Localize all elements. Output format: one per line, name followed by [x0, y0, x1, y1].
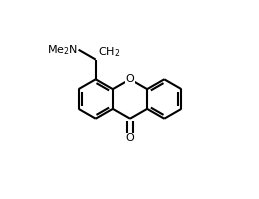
Text: CH$_2$: CH$_2$ [98, 45, 120, 59]
Text: Me$_2$N: Me$_2$N [47, 43, 78, 57]
Text: O: O [126, 74, 134, 84]
Text: O: O [126, 134, 134, 143]
